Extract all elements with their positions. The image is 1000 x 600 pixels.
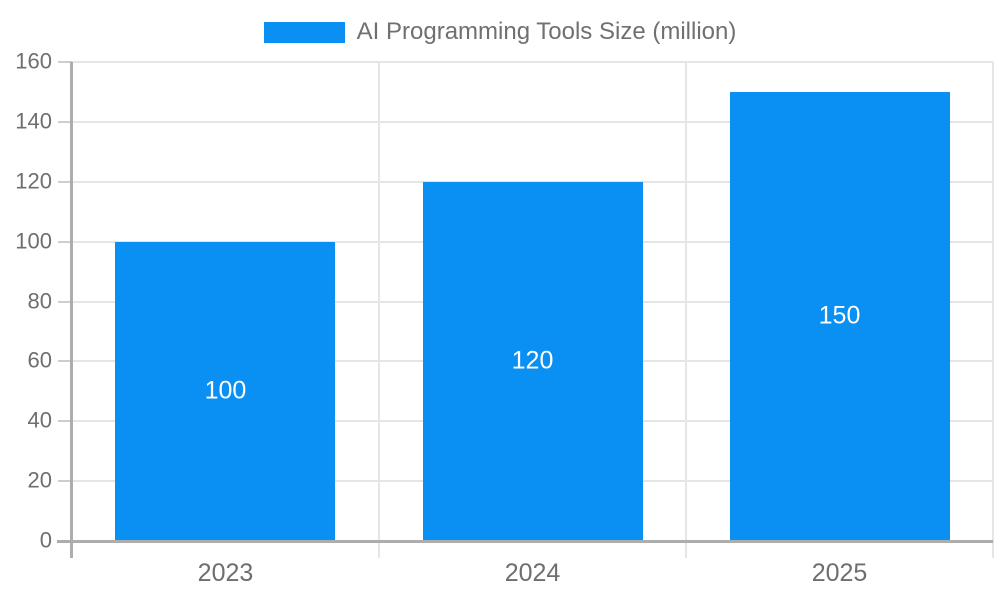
bar-2023[interactable]: 100 bbox=[115, 241, 336, 541]
plot-area: 0 20 40 60 80 100 120 140 160 2023 100 2024 120 2025 1… bbox=[15, 48, 994, 587]
y-axis-label: 80 bbox=[27, 287, 52, 313]
y-gridline bbox=[72, 61, 993, 63]
y-axis-label: 60 bbox=[27, 347, 52, 373]
x-gridline bbox=[992, 62, 994, 541]
y-axis-label: 140 bbox=[15, 108, 52, 134]
y-axis-label: 20 bbox=[27, 467, 52, 493]
bar-value-label: 120 bbox=[511, 346, 554, 375]
x-gridline bbox=[684, 62, 687, 541]
y-axis-label: 160 bbox=[15, 48, 52, 74]
y-axis-label: 40 bbox=[27, 407, 52, 433]
x-axis-label: 2025 bbox=[811, 559, 868, 587]
legend-label: AI Programming Tools Size (million) bbox=[356, 18, 737, 45]
y-axis-label: 120 bbox=[15, 168, 52, 194]
x-tick-mark bbox=[992, 541, 994, 558]
x-axis-label: 2024 bbox=[504, 559, 561, 587]
bar-value-label: 100 bbox=[204, 376, 247, 405]
bar-value-label: 150 bbox=[818, 301, 861, 330]
y-tick-mark bbox=[58, 300, 72, 303]
y-tick-mark bbox=[58, 420, 72, 423]
y-tick-mark bbox=[58, 240, 72, 243]
legend-item[interactable]: AI Programming Tools Size (million) bbox=[0, 18, 1000, 46]
y-tick-mark bbox=[58, 480, 72, 483]
x-tick-mark bbox=[377, 541, 380, 558]
legend-swatch bbox=[263, 21, 345, 43]
y-axis-line bbox=[70, 62, 73, 558]
x-gridline bbox=[377, 62, 380, 541]
y-tick-mark bbox=[58, 180, 72, 183]
x-axis-line bbox=[57, 539, 993, 543]
bar-2025[interactable]: 150 bbox=[729, 91, 950, 541]
y-tick-mark bbox=[58, 360, 72, 363]
y-axis-label: 100 bbox=[15, 228, 52, 254]
x-axis-label: 2023 bbox=[197, 559, 254, 587]
y-tick-mark bbox=[58, 120, 72, 123]
bar-2024[interactable]: 120 bbox=[422, 181, 643, 541]
y-tick-mark bbox=[58, 61, 72, 63]
x-tick-mark bbox=[684, 541, 687, 558]
y-gridline bbox=[72, 120, 993, 123]
y-axis-label: 0 bbox=[39, 527, 52, 553]
